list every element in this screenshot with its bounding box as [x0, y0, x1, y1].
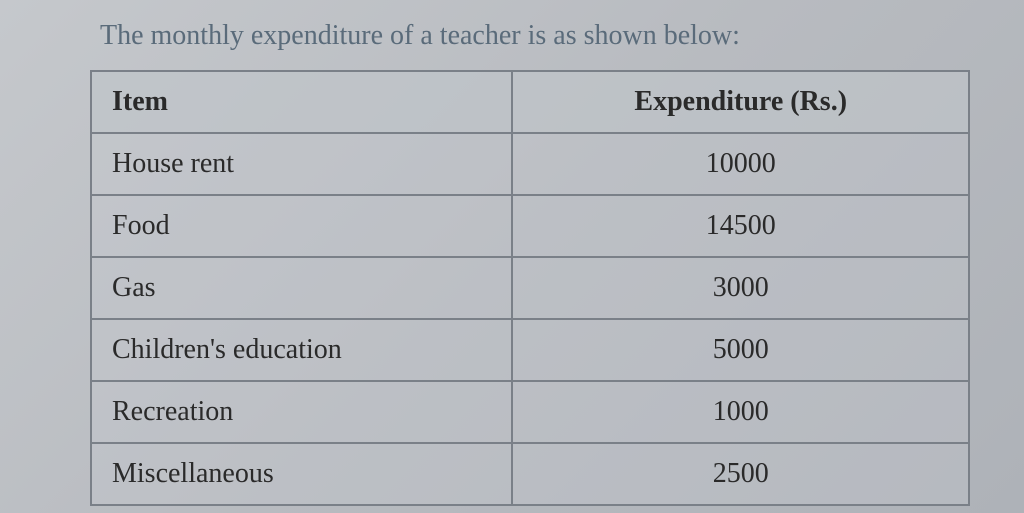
value-cell: 10000 — [512, 133, 969, 195]
table-header-row: Item Expenditure (Rs.) — [91, 71, 969, 133]
value-cell: 14500 — [512, 195, 969, 257]
item-cell: Recreation — [91, 381, 512, 443]
value-cell: 3000 — [512, 257, 969, 319]
value-cell: 1000 — [512, 381, 969, 443]
item-cell: House rent — [91, 133, 512, 195]
value-cell: 2500 — [512, 443, 969, 505]
column-header-item: Item — [91, 71, 512, 133]
column-header-expenditure: Expenditure (Rs.) — [512, 71, 969, 133]
expenditure-table-container: Item Expenditure (Rs.) House rent 10000 … — [90, 70, 970, 506]
page-title: The monthly expenditure of a teacher is … — [100, 20, 964, 52]
item-cell: Gas — [91, 257, 512, 319]
value-cell: 5000 — [512, 319, 969, 381]
table-row: House rent 10000 — [91, 133, 969, 195]
table-row: Children's education 5000 — [91, 319, 969, 381]
table-row: Miscellaneous 2500 — [91, 443, 969, 505]
table-row: Recreation 1000 — [91, 381, 969, 443]
table-row: Gas 3000 — [91, 257, 969, 319]
table-row: Food 14500 — [91, 195, 969, 257]
expenditure-table: Item Expenditure (Rs.) House rent 10000 … — [90, 70, 970, 506]
item-cell: Children's education — [91, 319, 512, 381]
item-cell: Food — [91, 195, 512, 257]
item-cell: Miscellaneous — [91, 443, 512, 505]
